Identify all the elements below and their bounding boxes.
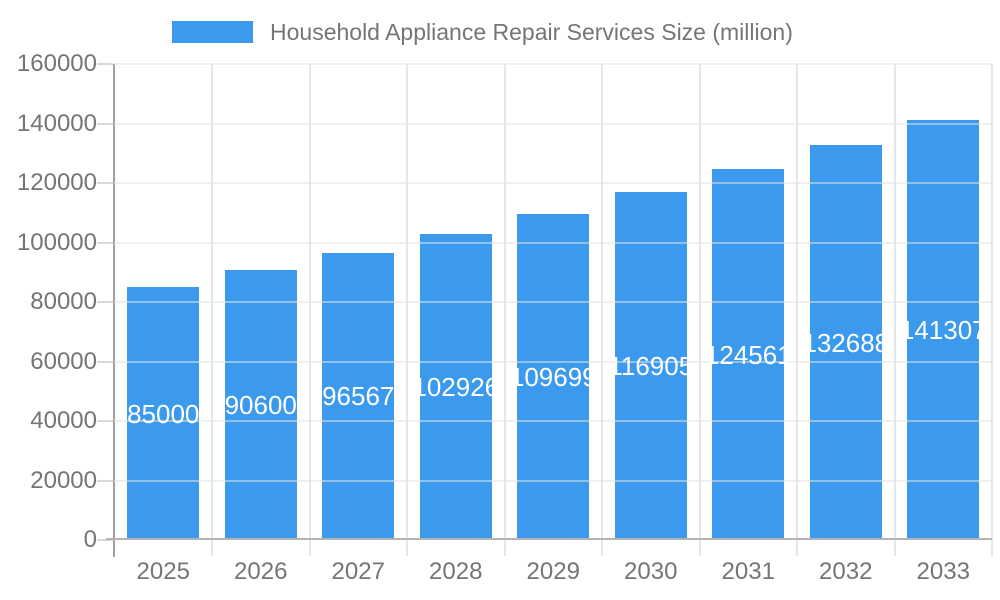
bar-2032[interactable] <box>809 145 882 540</box>
y-tick-mark <box>97 420 113 422</box>
y-tick-mark <box>97 182 113 184</box>
bar-2027[interactable] <box>322 252 395 540</box>
x-axis-tick-label-2025: 2025 <box>136 558 190 585</box>
bar-2028[interactable] <box>419 233 492 540</box>
horizontal-gridline <box>114 479 992 482</box>
x-axis-tick-label-2031: 2031 <box>721 558 775 585</box>
horizontal-gridline <box>114 63 992 65</box>
bar-value-label-2030: 116905 <box>608 351 694 382</box>
horizontal-gridline <box>114 182 992 184</box>
horizontal-gridline <box>114 122 992 125</box>
bar-2031[interactable] <box>712 169 785 540</box>
vertical-gridline <box>796 64 798 556</box>
y-tick-mark <box>97 63 113 65</box>
legend-swatch-icon[interactable] <box>172 21 253 43</box>
y-tick-mark <box>97 479 113 482</box>
horizontal-gridline <box>114 420 992 422</box>
y-axis-tick-label: 120000 <box>16 169 97 196</box>
bar-value-label-2028: 102926 <box>412 371 500 402</box>
y-axis-tick-label: 100000 <box>16 228 97 256</box>
x-axis-tick-label-2029: 2029 <box>526 558 580 585</box>
x-axis-tick-label-2033: 2033 <box>916 558 970 585</box>
vertical-gridline <box>308 64 311 556</box>
legend: Household Appliance Repair Services Size… <box>0 0 1000 56</box>
bar-2030[interactable] <box>614 192 687 540</box>
vertical-gridline <box>601 64 603 556</box>
y-axis-tick-label: 80000 <box>30 288 97 315</box>
bar-value-label-2029: 109699 <box>509 361 597 392</box>
y-axis-tick-label: 140000 <box>16 109 97 137</box>
y-tick-mark <box>97 360 113 363</box>
y-axis-tick-label: 160000 <box>16 50 97 77</box>
bar-2025[interactable] <box>127 287 200 540</box>
y-tick-mark <box>97 241 113 244</box>
vertical-gridline <box>211 64 213 556</box>
x-axis-line <box>106 538 992 540</box>
bar-2026[interactable] <box>224 270 297 540</box>
y-tick-mark <box>97 122 113 125</box>
y-axis-line <box>113 64 115 557</box>
horizontal-gridline <box>114 301 992 303</box>
bar-2033[interactable] <box>907 119 980 540</box>
x-axis-tick-label-2027: 2027 <box>331 558 385 585</box>
bar-2029[interactable] <box>517 213 590 540</box>
horizontal-gridline <box>114 360 992 363</box>
vertical-gridline <box>698 64 701 556</box>
vertical-gridline <box>991 64 993 556</box>
horizontal-gridline <box>114 241 992 244</box>
bar-value-label-2026: 90600 <box>224 390 297 421</box>
vertical-gridline <box>406 64 408 556</box>
bar-value-label-2031: 124561 <box>704 339 792 370</box>
vertical-gridline <box>503 64 506 556</box>
y-axis-tick-label: 20000 <box>30 466 97 494</box>
y-tick-mark <box>97 301 113 303</box>
x-axis-tick-label-2026: 2026 <box>234 558 288 585</box>
y-tick-mark <box>97 539 113 541</box>
legend-label[interactable]: Household Appliance Repair Services Size… <box>270 19 793 45</box>
y-axis-tick-label: 40000 <box>30 407 97 434</box>
bar-value-label-2025: 85000 <box>127 398 200 429</box>
y-axis-tick-label: 0 <box>83 526 97 553</box>
x-axis-tick-label-2030: 2030 <box>624 558 678 585</box>
x-axis-tick-label-2028: 2028 <box>429 558 483 585</box>
x-axis-tick-label-2032: 2032 <box>819 558 873 585</box>
y-axis-tick-label: 60000 <box>30 347 97 375</box>
vertical-gridline <box>893 64 896 556</box>
bar-value-label-2033: 141307 <box>899 314 987 345</box>
bar-value-label-2032: 132688 <box>802 327 890 358</box>
bar-value-label-2027: 96567 <box>322 381 395 412</box>
